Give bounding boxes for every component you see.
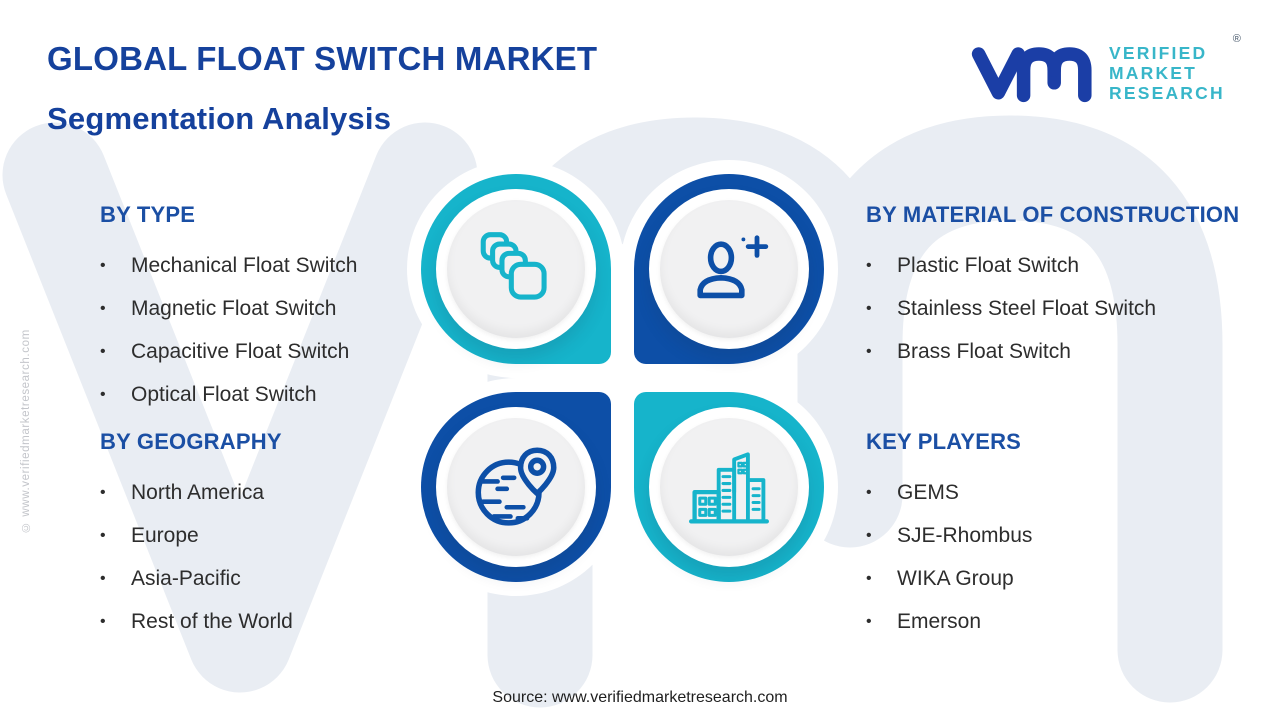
list-item: • North America — [100, 471, 450, 514]
list-item: • Plastic Float Switch — [866, 244, 1276, 287]
petal-key-players — [634, 392, 824, 582]
list-item-label: Europe — [131, 523, 199, 547]
list-item: • Stainless Steel Float Switch — [866, 287, 1276, 330]
bullet-icon: • — [866, 483, 872, 501]
vmr-monogram-icon — [971, 47, 1092, 103]
list-item-label: Emerson — [897, 609, 982, 633]
list-item-label: Asia-Pacific — [131, 566, 241, 590]
list-item-label: SJE-Rhombus — [897, 523, 1033, 547]
section-list: • Plastic Float Switch • Stainless Steel Fl… — [866, 244, 1276, 373]
section-by-material: BY MATERIAL OF CONSTRUCTION • Plastic Flo… — [866, 202, 1276, 373]
bullet-icon: • — [866, 526, 872, 544]
vmr-logo: VERIFIED MARKET RESEARCH ® — [963, 33, 1241, 108]
section-heading: KEY PLAYERS — [866, 429, 1022, 454]
side-copyright: © www.verifiedmarketresearch.com — [20, 329, 32, 533]
list-item: • Capacitive Float Switch — [100, 330, 450, 373]
list-item: • Brass Float Switch — [866, 330, 1276, 373]
bullet-icon: • — [100, 256, 106, 274]
logo-line-3: RESEARCH — [1109, 83, 1225, 103]
list-item: • SJE-Rhombus — [866, 514, 1276, 557]
list-item-label: Brass Float Switch — [897, 339, 1071, 363]
list-item-label: Rest of the World — [131, 609, 293, 633]
user-plus-icon — [697, 235, 769, 299]
list-item: • Europe — [100, 514, 450, 557]
section-list: • Mechanical Float Switch • Magnetic Float … — [100, 244, 450, 416]
section-by-type: BY TYPE • Mechanical Float Switch • Magneti… — [100, 202, 450, 416]
registered-trademark-symbol: ® — [1232, 33, 1241, 45]
section-list: • GEMS • SJE-Rhombus • WIKA Group • Emerson — [866, 471, 1276, 643]
list-item-label: Magnetic Float Switch — [131, 296, 337, 320]
bullet-icon: • — [100, 342, 106, 360]
bullet-icon: • — [100, 483, 106, 501]
bullet-icon: • — [100, 526, 106, 544]
bullet-icon: • — [866, 256, 872, 274]
bullet-icon: • — [866, 612, 872, 630]
list-item: • Magnetic Float Switch — [100, 287, 450, 330]
list-item-label: Capacitive Float Switch — [131, 339, 350, 363]
section-heading: BY MATERIAL OF CONSTRUCTION — [866, 202, 1240, 227]
bullet-icon: • — [100, 569, 106, 587]
list-item-label: Mechanical Float Switch — [131, 253, 358, 277]
bullet-icon: • — [100, 299, 106, 317]
buildings-icon — [689, 452, 769, 524]
petal-by-material — [634, 174, 824, 364]
logo-line-1: VERIFIED — [1109, 43, 1208, 63]
list-item-label: Optical Float Switch — [131, 382, 317, 406]
section-list: • North America • Europe • Asia-Pacific • Rest … — [100, 471, 450, 643]
globe-location-icon — [475, 447, 557, 526]
list-item: • Rest of the World — [100, 600, 450, 643]
list-item: • GEMS — [866, 471, 1276, 514]
bullet-icon: • — [866, 299, 872, 317]
list-item: • Emerson — [866, 600, 1276, 643]
list-item: • Optical Float Switch — [100, 373, 450, 416]
logo-line-2: MARKET — [1109, 63, 1198, 83]
source-note: Source: www.verifiedmarketresearch.com — [492, 689, 788, 706]
section-heading: BY GEOGRAPHY — [100, 429, 282, 454]
list-item: • Asia-Pacific — [100, 557, 450, 600]
bullet-icon: • — [100, 612, 106, 630]
bullet-icon: • — [866, 342, 872, 360]
list-item: • Mechanical Float Switch — [100, 244, 450, 287]
bullet-icon: • — [100, 385, 106, 403]
list-item-label: North America — [131, 480, 265, 504]
list-item-label: Plastic Float Switch — [897, 253, 1080, 277]
list-item: • WIKA Group — [866, 557, 1276, 600]
page-subtitle: Segmentation Analysis — [47, 101, 392, 136]
list-item-label: Stainless Steel Float Switch — [897, 296, 1157, 320]
segment-quad — [421, 174, 825, 582]
logo-wordmark: VERIFIED MARKET RESEARCH ® — [1109, 33, 1241, 108]
section-by-geography: BY GEOGRAPHY • North America • Europe • Asia-… — [100, 429, 450, 643]
section-heading: BY TYPE — [100, 202, 196, 227]
stacked-layers-icon — [480, 232, 547, 300]
list-item-label: GEMS — [897, 480, 959, 504]
page-title: GLOBAL FLOAT SWITCH MARKET — [47, 40, 598, 77]
list-item-label: WIKA Group — [897, 566, 1014, 590]
bullet-icon: • — [866, 569, 872, 587]
section-key-players: KEY PLAYERS • GEMS • SJE-Rhombus • WIKA Group… — [866, 429, 1276, 643]
